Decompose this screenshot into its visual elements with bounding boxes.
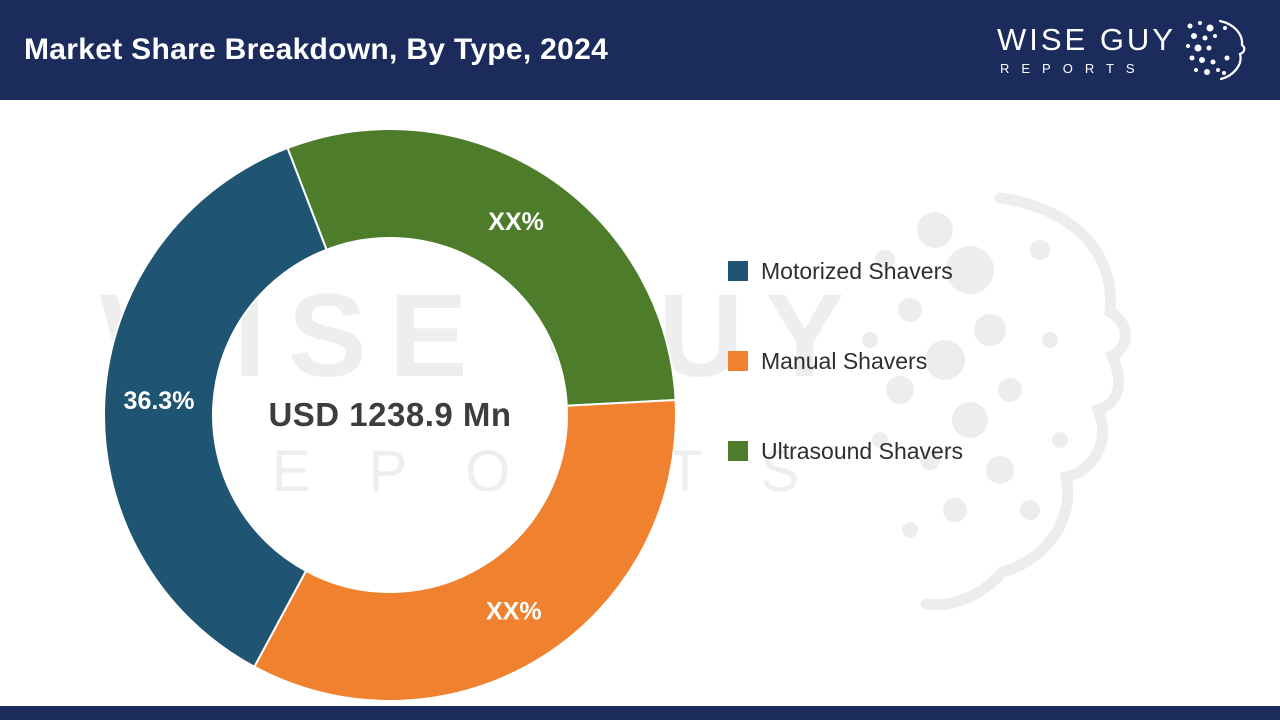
logo-face-icon bbox=[1186, 19, 1246, 81]
legend-swatch bbox=[728, 261, 748, 281]
legend-label: Ultrasound Shavers bbox=[761, 437, 963, 464]
donut-center-value: USD 1238.9 Mn bbox=[268, 396, 512, 433]
header-bar: Market Share Breakdown, By Type, 2024 WI… bbox=[0, 0, 1280, 100]
watermark-line2: REPORTS bbox=[172, 439, 858, 504]
face-watermark bbox=[862, 192, 1131, 611]
donut-segment-manual-shavers bbox=[252, 398, 678, 703]
logo-text: WISE GUY bbox=[996, 22, 1176, 57]
donut-segment-motorized-shavers bbox=[103, 146, 328, 669]
donut-chart: XX% XX% 36.3% bbox=[103, 128, 678, 703]
legend-swatch bbox=[728, 351, 748, 371]
logo-subtext: REPORTS bbox=[999, 61, 1147, 76]
segment-label: XX% bbox=[488, 208, 544, 236]
legend-item: Ultrasound Shavers bbox=[728, 437, 963, 465]
legend-label: Manual Shavers bbox=[761, 347, 928, 374]
legend-item: Motorized Shavers bbox=[728, 257, 963, 285]
chart-area: WISE GUY REPORTS XX% XX% 36.3% USD 1238.9 … bbox=[0, 100, 1280, 706]
segment-label: 36.3% bbox=[124, 387, 195, 415]
legend-item: Manual Shavers bbox=[728, 347, 963, 375]
segment-label: XX% bbox=[486, 598, 542, 626]
donut-segment-ultrasound-shavers bbox=[286, 128, 677, 407]
footer-bar bbox=[0, 706, 1280, 720]
legend-swatch bbox=[728, 441, 748, 461]
legend: Motorized Shavers Manual Shavers Ultrasoun… bbox=[728, 257, 963, 527]
chart-title: Market Share Breakdown, By Type, 2024 bbox=[24, 33, 609, 66]
wiseguy-logo: WISE GUY REPORTS bbox=[997, 17, 1252, 83]
legend-label: Motorized Shavers bbox=[761, 257, 953, 284]
